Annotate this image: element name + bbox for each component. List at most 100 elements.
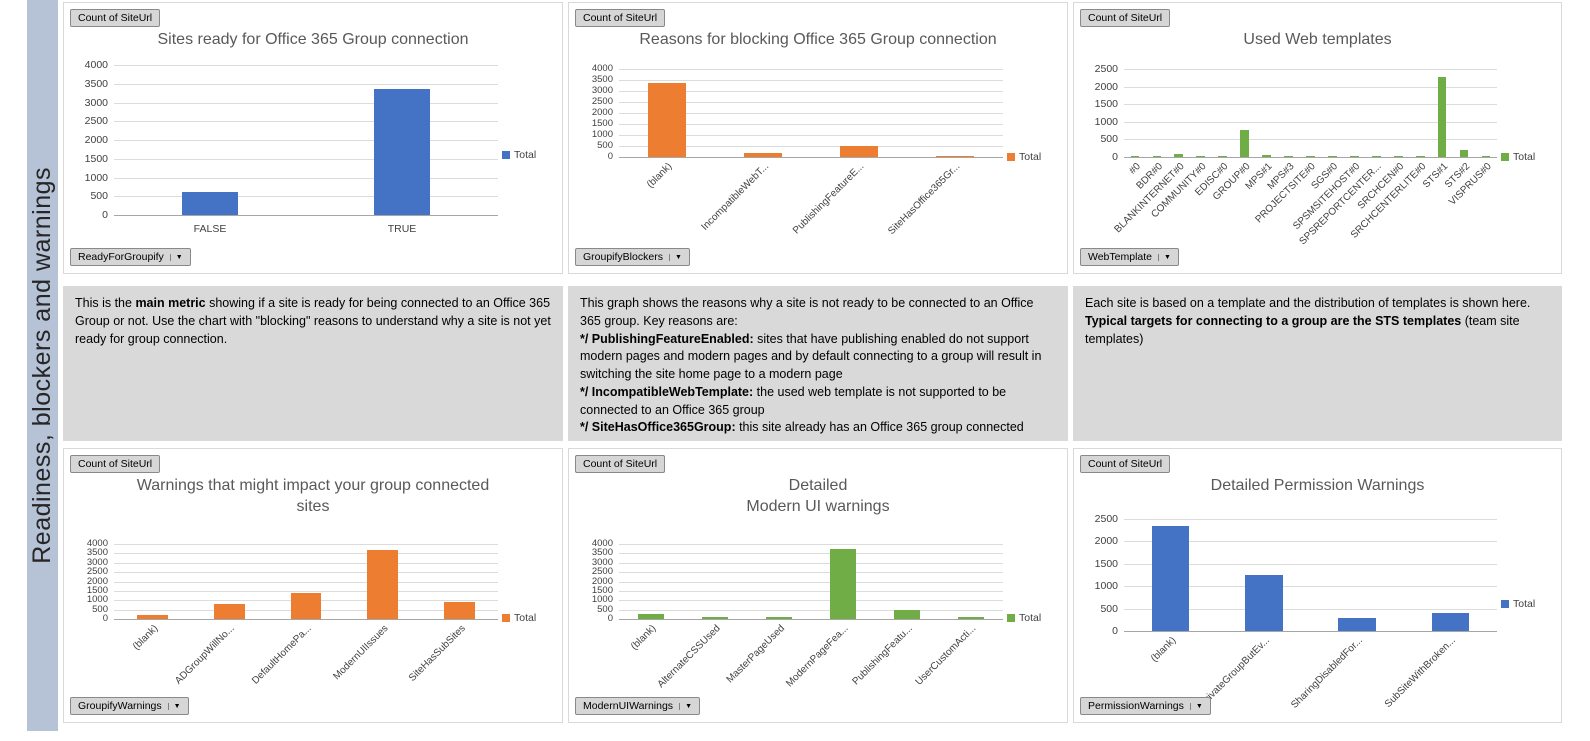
y-axis-tick-label: 0 bbox=[607, 613, 613, 624]
axis-field-dropdown[interactable]: WebTemplate ▼ bbox=[1080, 248, 1179, 266]
bar bbox=[1152, 156, 1162, 157]
y-axis-tick-label: 3000 bbox=[591, 85, 613, 96]
x-axis-label: SharingDisabledFor... bbox=[1289, 635, 1365, 711]
bar-slot bbox=[1404, 519, 1497, 631]
bar bbox=[1284, 156, 1293, 157]
legend: Total bbox=[502, 149, 560, 161]
x-axis-label: (blank) bbox=[1149, 635, 1179, 665]
axis-field-dropdown[interactable]: GroupifyBlockers ▼ bbox=[575, 248, 690, 266]
y-axis-tick-label: 4000 bbox=[86, 538, 108, 549]
gridline bbox=[619, 609, 1003, 611]
bar-slot bbox=[1146, 69, 1168, 157]
gridline bbox=[619, 572, 1003, 574]
bar-slot bbox=[1300, 69, 1322, 157]
legend-label: Total bbox=[1513, 151, 1536, 163]
chart-title: Detailed Permission Warnings bbox=[1210, 477, 1425, 494]
y-axis-tick-label: 4000 bbox=[591, 538, 613, 549]
pivot-value-field-button[interactable]: Count of SiteUrl bbox=[70, 455, 161, 473]
note-ready-metric: This is the main metric showing if a sit… bbox=[63, 286, 563, 441]
bar bbox=[1151, 526, 1190, 631]
y-axis-tick-label: 500 bbox=[1100, 602, 1118, 615]
y-axis-tick-label: 1000 bbox=[86, 594, 108, 606]
y-axis-tick-label: 1000 bbox=[591, 594, 613, 606]
dropdown-arrow-icon: ▼ bbox=[167, 703, 181, 710]
y-axis-tick-label: 2000 bbox=[84, 134, 108, 146]
bar bbox=[1437, 77, 1447, 157]
dropdown-arrow-icon: ▼ bbox=[1189, 703, 1203, 710]
bar-slot bbox=[306, 65, 498, 215]
gridline bbox=[619, 544, 1003, 545]
y-axis-tick-label: 1000 bbox=[1094, 115, 1118, 128]
note-blockers: This graph shows the reasons why a site … bbox=[568, 286, 1068, 441]
bar-slot bbox=[939, 544, 1003, 619]
pivot-value-field-button[interactable]: Count of SiteUrl bbox=[575, 9, 666, 27]
bar bbox=[137, 615, 168, 619]
chart-title: Sites ready for Office 365 Group connect… bbox=[157, 31, 469, 48]
pivot-value-field-button[interactable]: Count of SiteUrl bbox=[1080, 455, 1171, 473]
axis-field-dropdown[interactable]: ReadyForGroupify ▼ bbox=[70, 248, 191, 266]
axis-field-dropdown[interactable]: GroupifyWarnings ▼ bbox=[70, 697, 189, 715]
bar-slot bbox=[1124, 69, 1146, 157]
bar bbox=[1349, 156, 1359, 157]
y-axis-tick-label: 1000 bbox=[84, 171, 108, 184]
gridline bbox=[114, 158, 498, 160]
bar bbox=[647, 83, 687, 157]
x-axis-label: FALSE bbox=[193, 223, 227, 235]
bar bbox=[638, 614, 664, 619]
chart-panel-web-templates: Count of SiteUrl Used Web templates 2500… bbox=[1073, 2, 1562, 274]
x-axis-label: SiteHasSubSites bbox=[406, 623, 468, 684]
bar bbox=[1174, 154, 1184, 157]
y-axis-tick-label: 3000 bbox=[591, 556, 613, 568]
gridline bbox=[619, 124, 1003, 125]
y-axis-tick-label: 500 bbox=[597, 603, 613, 615]
pivot-value-field-button[interactable]: Count of SiteUrl bbox=[1080, 9, 1171, 27]
bar bbox=[1262, 155, 1271, 157]
axis-field-label: ReadyForGroupify bbox=[78, 251, 164, 263]
bar bbox=[1431, 613, 1470, 631]
bar-slot bbox=[1409, 69, 1431, 157]
bar-slot bbox=[1190, 69, 1212, 157]
gridline bbox=[114, 590, 498, 592]
y-axis-tick-label: 2000 bbox=[591, 575, 613, 587]
legend-swatch bbox=[502, 151, 510, 159]
legend-label: Total bbox=[514, 149, 537, 161]
y-axis-tick-label: 0 bbox=[607, 151, 613, 162]
chart-panel-groupify-blockers: Count of SiteUrl Reasons for blocking Of… bbox=[568, 2, 1068, 274]
bar-slot bbox=[1321, 69, 1343, 157]
x-axis-line bbox=[114, 619, 498, 620]
gridline bbox=[619, 69, 1003, 70]
pivot-value-field-button[interactable]: Count of SiteUrl bbox=[575, 455, 666, 473]
bar-slot bbox=[421, 544, 498, 619]
axis-field-dropdown[interactable]: ModernUIWarnings ▼ bbox=[575, 697, 700, 715]
note-templates: Each site is based on a template and the… bbox=[1073, 286, 1562, 441]
bar-slot bbox=[1234, 69, 1256, 157]
legend: Total bbox=[1007, 612, 1065, 624]
gridline bbox=[619, 600, 1003, 602]
bar-slot bbox=[1431, 69, 1453, 157]
y-axis-tick-label: 2000 bbox=[1094, 535, 1118, 548]
gridline bbox=[619, 581, 1003, 583]
gridline bbox=[1124, 139, 1497, 141]
legend-swatch bbox=[502, 614, 510, 622]
bar-slot bbox=[811, 544, 875, 619]
chart-title: Reasons for blocking Office 365 Group co… bbox=[639, 31, 997, 48]
bar-slot bbox=[715, 69, 811, 157]
axis-field-dropdown[interactable]: PermissionWarnings ▼ bbox=[1080, 697, 1211, 715]
pivot-value-field-button[interactable]: Count of SiteUrl bbox=[70, 9, 161, 27]
dropdown-arrow-icon: ▼ bbox=[679, 703, 692, 710]
gridline bbox=[114, 562, 498, 564]
legend: Total bbox=[1007, 151, 1065, 163]
y-axis-tick-label: 3500 bbox=[86, 547, 108, 559]
gridline bbox=[114, 65, 498, 66]
bar bbox=[839, 146, 879, 157]
chart-title: Detailed Modern UI warnings bbox=[746, 477, 890, 515]
bar-slot bbox=[1453, 69, 1475, 157]
gridline bbox=[619, 113, 1003, 114]
y-axis-tick-label: 1500 bbox=[1094, 98, 1118, 111]
y-axis-tick-label: 1000 bbox=[591, 129, 613, 140]
legend-label: Total bbox=[1513, 598, 1536, 610]
y-axis-tick-label: 4000 bbox=[84, 59, 108, 71]
bar-slot bbox=[1311, 519, 1404, 631]
x-axis-label: MasterPageUsed bbox=[724, 623, 787, 686]
bar-slot bbox=[619, 69, 715, 157]
